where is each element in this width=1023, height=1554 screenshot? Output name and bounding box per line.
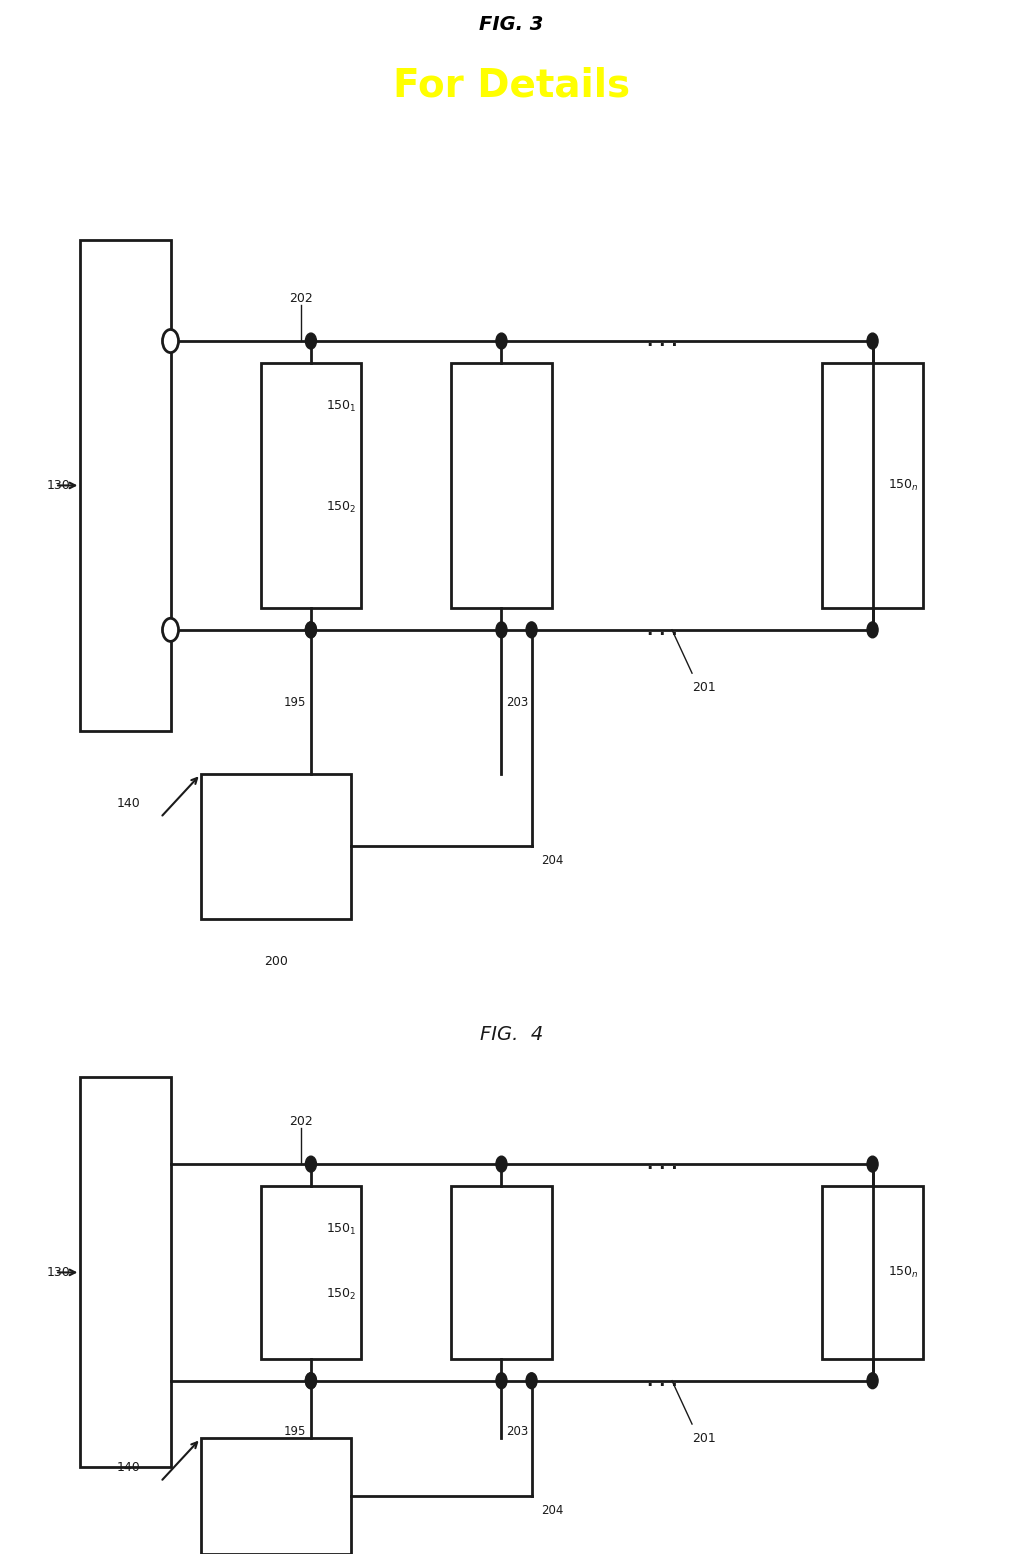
Circle shape [496,333,507,350]
Text: 150$_2$: 150$_2$ [326,1287,357,1302]
Text: 140: 140 [117,797,140,810]
Circle shape [868,622,878,637]
Text: 150$_1$: 150$_1$ [326,398,357,413]
Text: . . .: . . . [647,333,677,350]
Circle shape [306,333,316,350]
Circle shape [496,1156,507,1172]
Circle shape [496,622,507,637]
Circle shape [306,1372,316,1389]
Text: 203: 203 [506,1425,529,1437]
Text: 202: 202 [290,292,313,305]
Text: CLICK HERE: CLICK HERE [461,33,562,48]
Circle shape [868,1156,878,1172]
Text: 150$_2$: 150$_2$ [326,499,357,514]
Circle shape [306,622,316,637]
Text: For Details: For Details [393,67,630,104]
Text: FIG.  4: FIG. 4 [480,1024,543,1044]
Circle shape [496,1372,507,1389]
Circle shape [526,1372,537,1389]
Circle shape [306,1372,316,1389]
Circle shape [163,618,179,642]
Text: 140: 140 [117,1461,140,1473]
Bar [451,1186,551,1360]
Circle shape [868,333,878,350]
Text: 201: 201 [692,1431,716,1445]
Text: 195: 195 [283,696,306,709]
Bar [822,362,923,608]
Circle shape [306,622,316,637]
Bar [261,362,361,608]
Circle shape [526,622,537,637]
Bar [80,239,171,730]
Bar [201,774,351,918]
Text: 203: 203 [506,696,529,709]
Text: 204: 204 [541,1504,564,1517]
Text: 201: 201 [692,681,716,695]
Text: 195: 195 [283,1425,306,1437]
Text: . . .: . . . [647,1155,677,1173]
Bar [822,1186,923,1360]
Text: 150$_n$: 150$_n$ [888,479,919,493]
Bar [201,1439,351,1554]
Text: 130: 130 [46,479,71,493]
Text: 200: 200 [264,954,287,968]
Bar [80,1077,171,1467]
Text: . . .: . . . [647,1372,677,1389]
Circle shape [306,1156,316,1172]
Text: 150$_1$: 150$_1$ [326,1221,357,1237]
Text: 130: 130 [46,1267,71,1279]
Circle shape [163,329,179,353]
Bar [261,1186,361,1360]
Text: 204: 204 [541,855,564,867]
Text: 202: 202 [290,1116,313,1128]
Bar [451,362,551,608]
Text: . . .: . . . [647,622,677,639]
Circle shape [868,1372,878,1389]
Text: 150$_n$: 150$_n$ [888,1265,919,1280]
Text: FIG. 3: FIG. 3 [480,14,543,34]
